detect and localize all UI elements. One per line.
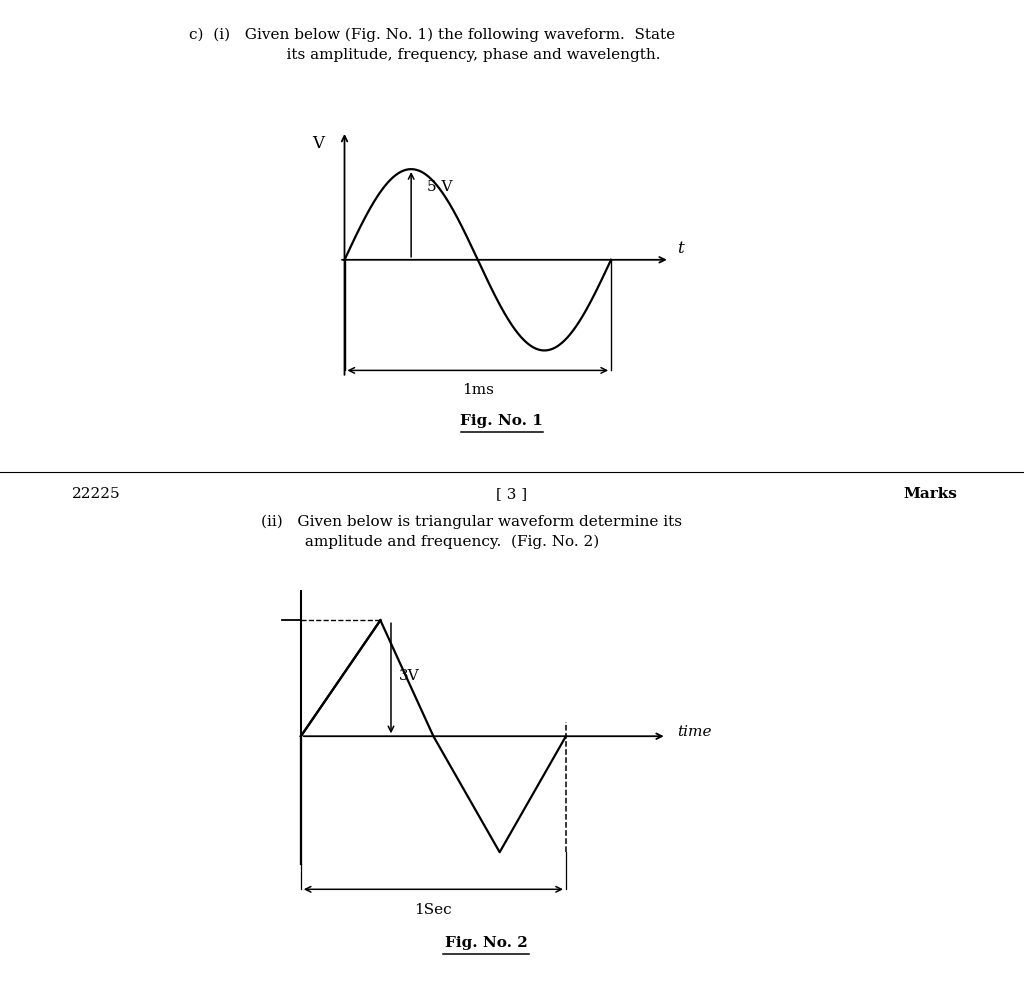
Text: 1ms: 1ms: [462, 383, 494, 397]
Text: Fig. No. 2: Fig. No. 2: [445, 936, 527, 950]
Text: 3V: 3V: [399, 669, 420, 683]
Text: time: time: [677, 725, 712, 739]
Text: (ii)   Given below is triangular waveform determine its: (ii) Given below is triangular waveform …: [261, 515, 682, 529]
Text: Marks: Marks: [903, 487, 957, 501]
Text: 22225: 22225: [72, 487, 120, 501]
Text: Fig. No. 1: Fig. No. 1: [461, 414, 543, 428]
Text: [ 3 ]: [ 3 ]: [497, 487, 527, 501]
Text: 5 V: 5 V: [427, 180, 453, 194]
Text: amplitude and frequency.  (Fig. No. 2): amplitude and frequency. (Fig. No. 2): [261, 535, 599, 549]
Text: t: t: [677, 240, 684, 256]
Text: c)  (i)   Given below (Fig. No. 1) the following waveform.  State: c) (i) Given below (Fig. No. 1) the foll…: [189, 28, 676, 42]
Text: its amplitude, frequency, phase and wavelength.: its amplitude, frequency, phase and wave…: [189, 48, 660, 62]
Text: V: V: [312, 135, 324, 152]
Text: 1Sec: 1Sec: [415, 904, 453, 917]
